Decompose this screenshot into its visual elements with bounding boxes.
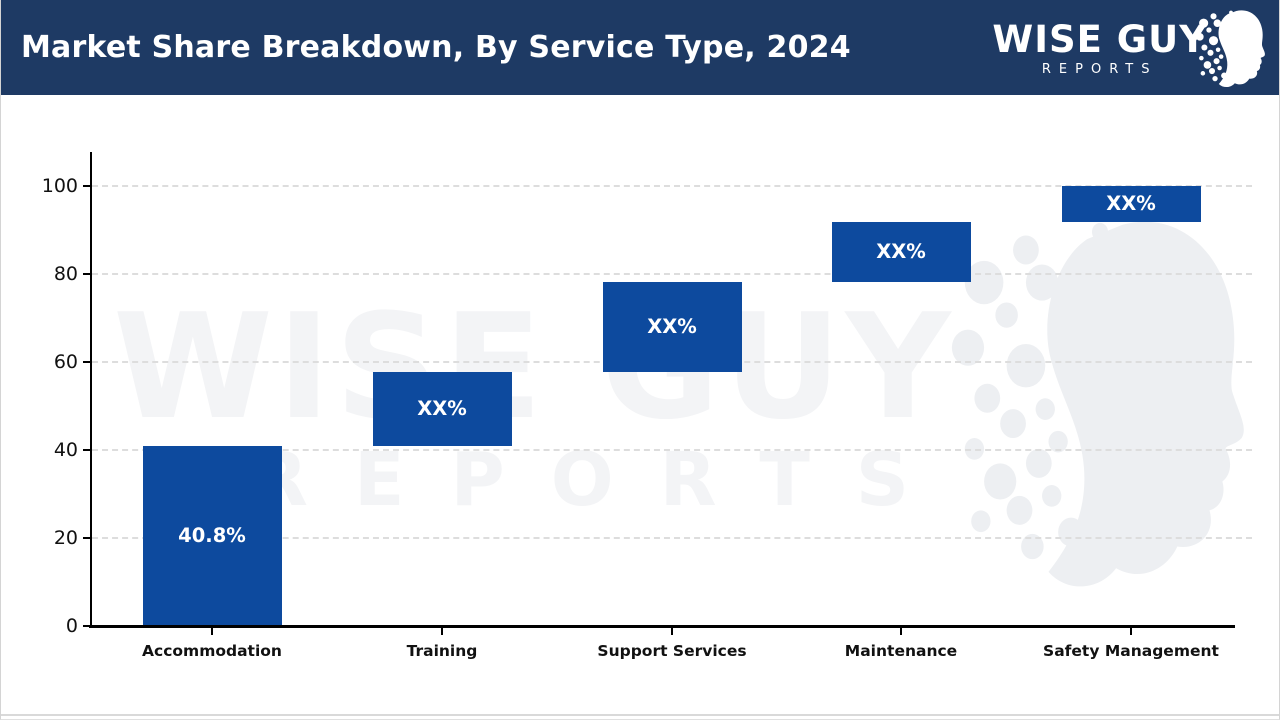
y-tick-label: 40 <box>53 439 78 461</box>
x-axis-label: Training <box>406 642 478 660</box>
bar-support-services <box>602 282 742 373</box>
gridline-y20 <box>92 537 1252 539</box>
bottom-rule <box>1 714 1279 716</box>
logo-wordmark: WISE GUY <box>992 18 1207 61</box>
y-tick-mark <box>83 449 91 451</box>
logo-face-icon <box>1193 6 1269 92</box>
wiseguy-logo: WISE GUY REPORTS <box>992 6 1269 92</box>
logo-subtitle: REPORTS <box>1041 62 1158 77</box>
bar-safety-management <box>1061 186 1201 222</box>
x-tick-mark <box>211 627 213 635</box>
gridline-y100 <box>92 185 1252 187</box>
y-tick-mark <box>83 185 91 187</box>
x-axis-label: Maintenance <box>844 642 958 660</box>
bar-value-label: XX% <box>647 315 697 339</box>
y-tick-label: 20 <box>53 527 78 549</box>
bar-value-label: XX% <box>1106 191 1156 215</box>
gridline-y40 <box>92 449 1252 451</box>
bar-accommodation <box>142 446 282 626</box>
y-tick-label: 0 <box>65 615 78 637</box>
gridline-y80 <box>92 273 1252 275</box>
x-axis-label: Support Services <box>597 642 747 660</box>
x-tick-mark <box>671 627 673 635</box>
watermark-face-icon <box>939 203 1261 608</box>
x-tick-mark <box>1130 627 1132 635</box>
x-tick-mark <box>441 627 443 635</box>
y-axis-line <box>90 152 92 627</box>
x-axis-label: Safety Management <box>1043 642 1219 660</box>
x-axis-line <box>89 625 1235 628</box>
y-tick-label: 100 <box>41 175 78 197</box>
y-tick-mark <box>83 537 91 539</box>
y-tick-label: 80 <box>53 263 78 285</box>
y-tick-mark <box>83 625 91 627</box>
watermark-text-2: REPORTS <box>251 437 956 523</box>
bar-value-label: 40.8% <box>178 524 246 548</box>
watermark-text: WISE GUY <box>113 283 955 452</box>
bar-value-label: XX% <box>876 240 926 263</box>
y-tick-label: 60 <box>53 351 78 373</box>
y-tick-mark <box>83 273 91 275</box>
page-title: Market Share Breakdown, By Service Type,… <box>21 30 851 65</box>
x-axis-label: Accommodation <box>142 642 282 660</box>
header: Market Share Breakdown, By Service Type,… <box>1 0 1279 95</box>
bar-value-label: XX% <box>417 397 467 421</box>
bar-maintenance <box>831 221 971 283</box>
x-tick-mark <box>900 627 902 635</box>
y-tick-mark <box>83 361 91 363</box>
chart-area: WISE GUY REPORTS 0 20 40 60 80 100 40.8% Accomm… <box>1 95 1279 715</box>
bar-training <box>372 372 512 447</box>
